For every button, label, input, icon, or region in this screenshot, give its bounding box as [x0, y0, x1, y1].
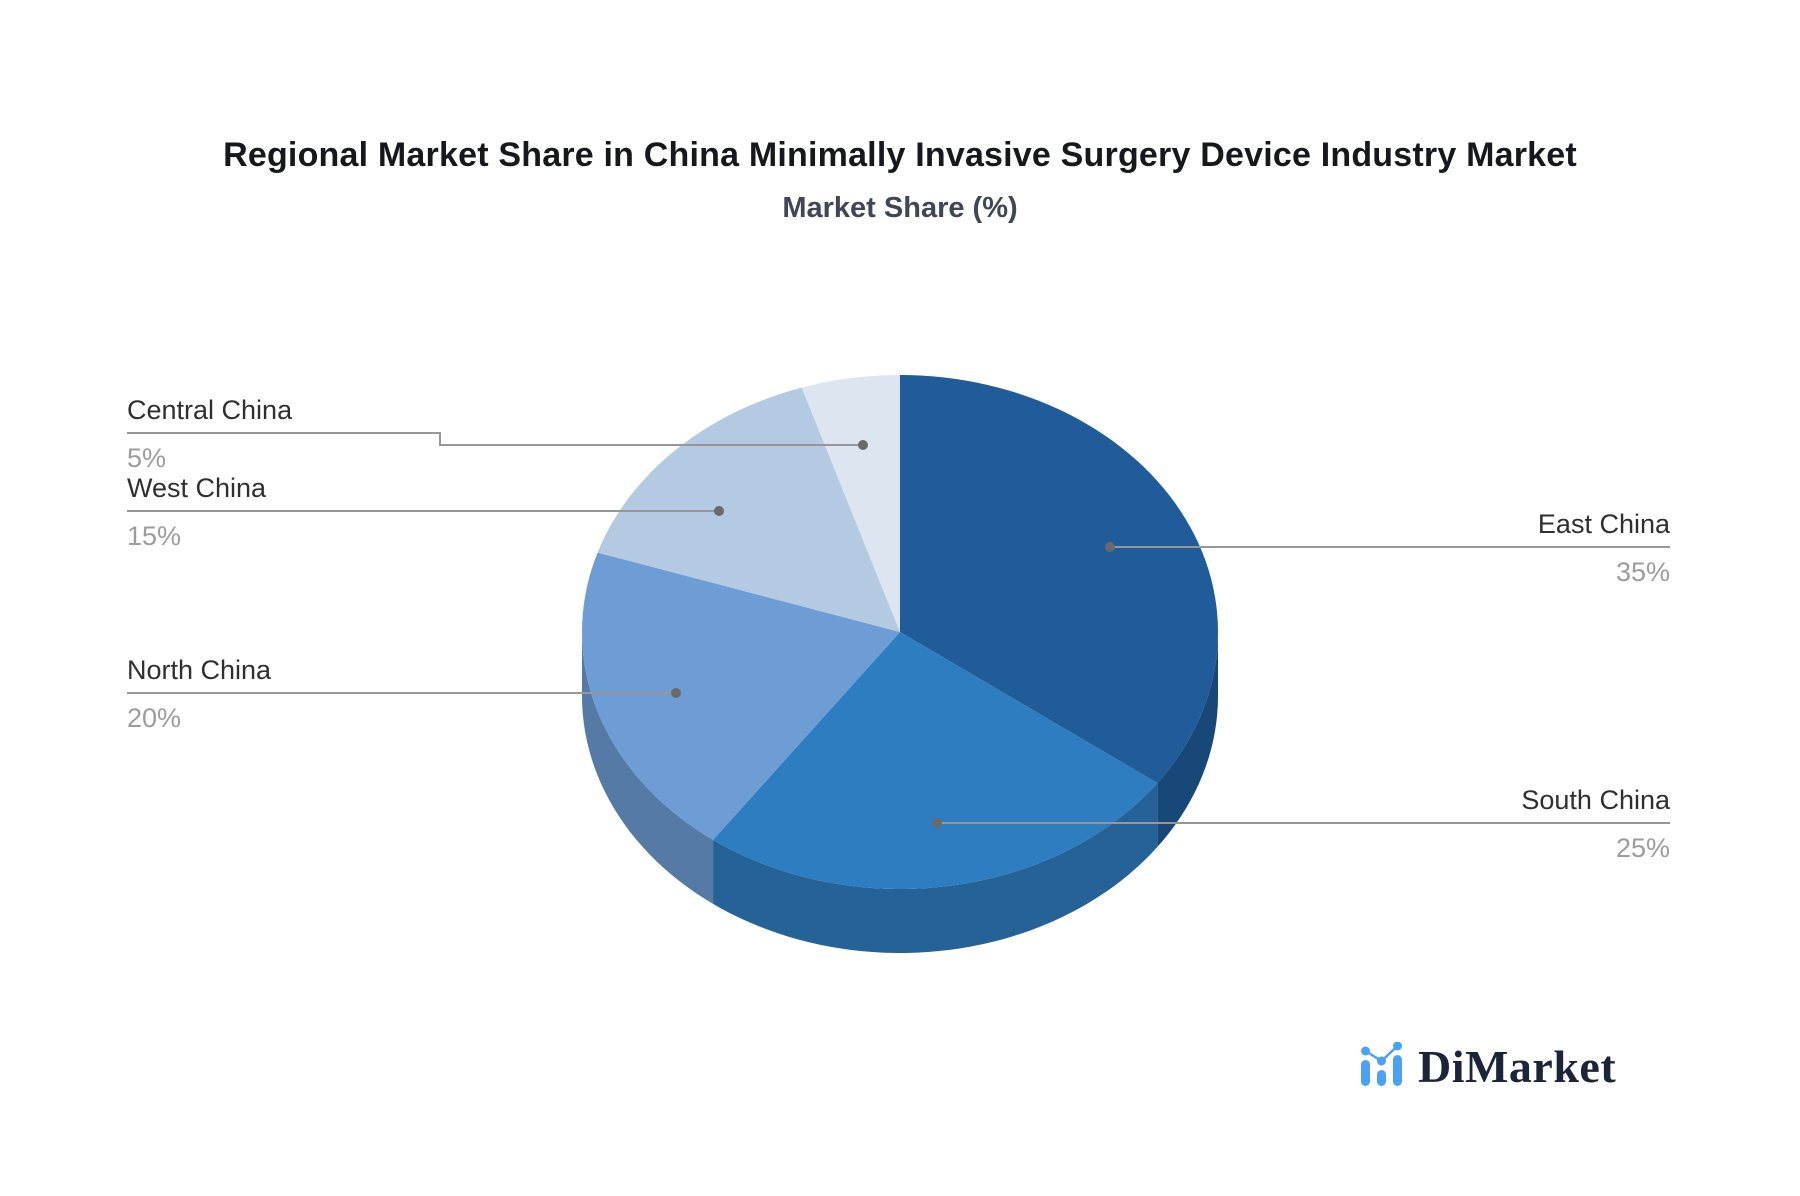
slice-name: North China — [127, 655, 272, 685]
pie-slice-west-china — [597, 387, 900, 632]
slice-name: West China — [127, 473, 267, 503]
slice-value: 25% — [1615, 833, 1670, 863]
label-dot-south-china — [932, 818, 942, 828]
pie-slice-east-china — [900, 375, 1218, 784]
slice-name: East China — [1537, 509, 1670, 539]
slice-name: South China — [1521, 785, 1670, 815]
brand-logo: DiMarket — [1360, 1040, 1616, 1092]
pie-slice-north-china — [582, 552, 900, 840]
label-dot-central-china — [858, 440, 868, 450]
chart-subtitle: Market Share (%) — [782, 192, 1018, 224]
chart-title: Regional Market Share in China Minimally… — [223, 136, 1577, 174]
label-line-central-china — [127, 432, 863, 446]
slice-value: 35% — [1615, 557, 1670, 587]
slice-value: 20% — [127, 703, 182, 733]
slice-value: 15% — [127, 521, 182, 551]
brand-name: DiMarket — [1418, 1040, 1617, 1092]
pie-slice-side-south-china — [713, 783, 1158, 953]
label-dot-east-china — [1105, 542, 1115, 552]
pie-slice-side-north-china — [582, 632, 714, 904]
slice-name: Central China — [127, 395, 293, 425]
pie-slice-south-china — [713, 632, 1158, 889]
pie-slice-central-china — [801, 375, 900, 632]
label-dot-west-china — [714, 506, 724, 516]
label-dot-north-china — [671, 688, 681, 698]
pie-slice-side-east-china — [1157, 632, 1218, 848]
slice-value: 5% — [127, 443, 167, 473]
combo-bar-line-chart-icon — [1361, 1042, 1402, 1086]
